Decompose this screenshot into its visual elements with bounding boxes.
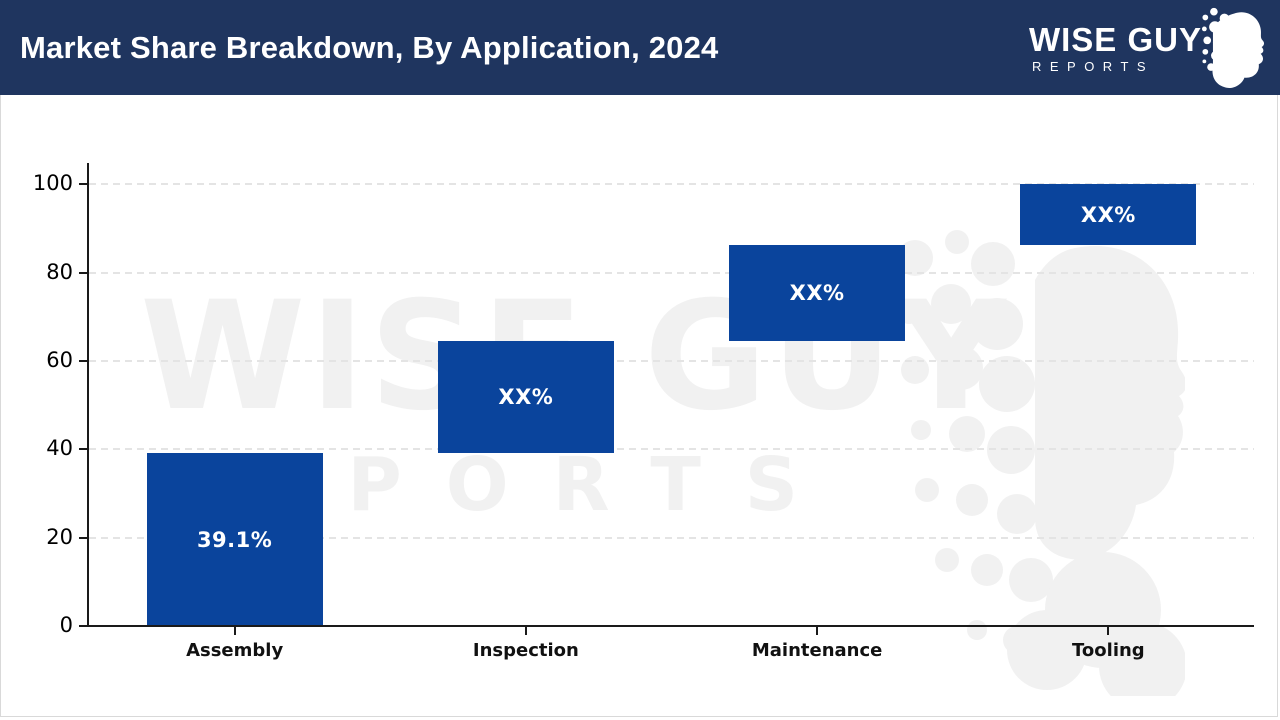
x-axis-category-label: Inspection: [472, 640, 579, 661]
y-axis-tick-label: 20: [46, 524, 73, 549]
x-axis-category-label: Tooling: [1072, 640, 1145, 661]
y-axis-tick-label: 40: [46, 436, 73, 461]
y-axis-tick-label: 0: [59, 613, 73, 637]
header-bar: Market Share Breakdown, By Application, …: [0, 0, 1280, 95]
y-axis-tick-mark: [79, 625, 88, 627]
x-axis-tick-mark: [1107, 626, 1110, 635]
logo-text: WISE GUY REPORTS: [1029, 23, 1202, 73]
y-axis-line: [87, 163, 89, 627]
gridline: [89, 536, 1254, 539]
gridline: [89, 448, 1254, 451]
x-axis-tick-mark: [816, 626, 819, 635]
y-axis-tick-mark: [79, 359, 88, 362]
gridline: [89, 183, 1254, 186]
y-axis-tick-label: 60: [46, 347, 73, 372]
y-axis-tick-mark: [79, 271, 88, 274]
x-axis-line: [87, 625, 1254, 627]
x-axis-category-label: Assembly: [186, 640, 284, 661]
y-axis-tick-mark: [79, 183, 88, 186]
bar-value-label: XX%: [498, 384, 554, 409]
page-title: Market Share Breakdown, By Application, …: [20, 29, 719, 65]
y-axis-tick-label: 80: [46, 259, 73, 284]
bar-tooling: XX%: [1020, 184, 1197, 245]
y-axis-tick-mark: [79, 536, 88, 539]
y-axis-tick-mark: [79, 448, 88, 451]
bar-assembly: 39.1%: [146, 453, 323, 626]
bar-inspection: XX%: [437, 340, 614, 454]
bar-value-label: XX%: [1080, 202, 1136, 227]
x-axis-tick-mark: [233, 626, 236, 635]
logo-wiseguy-label: WISE GUY: [1028, 21, 1202, 58]
x-axis-category-label: Maintenance: [751, 640, 883, 661]
bar-value-label: XX%: [789, 280, 845, 305]
logo-head-icon: [1201, 7, 1265, 88]
logo-reports-label: REPORTS: [1031, 59, 1155, 74]
bar-value-label: 39.1%: [196, 527, 273, 552]
wise-guy-reports-logo: WISE GUY REPORTS: [1029, 6, 1268, 90]
x-axis-tick-mark: [524, 626, 527, 635]
gridline: [89, 271, 1254, 274]
bar-maintenance: XX%: [729, 244, 906, 341]
y-axis-tick-label: 100: [32, 171, 73, 196]
gridline: [89, 359, 1254, 362]
